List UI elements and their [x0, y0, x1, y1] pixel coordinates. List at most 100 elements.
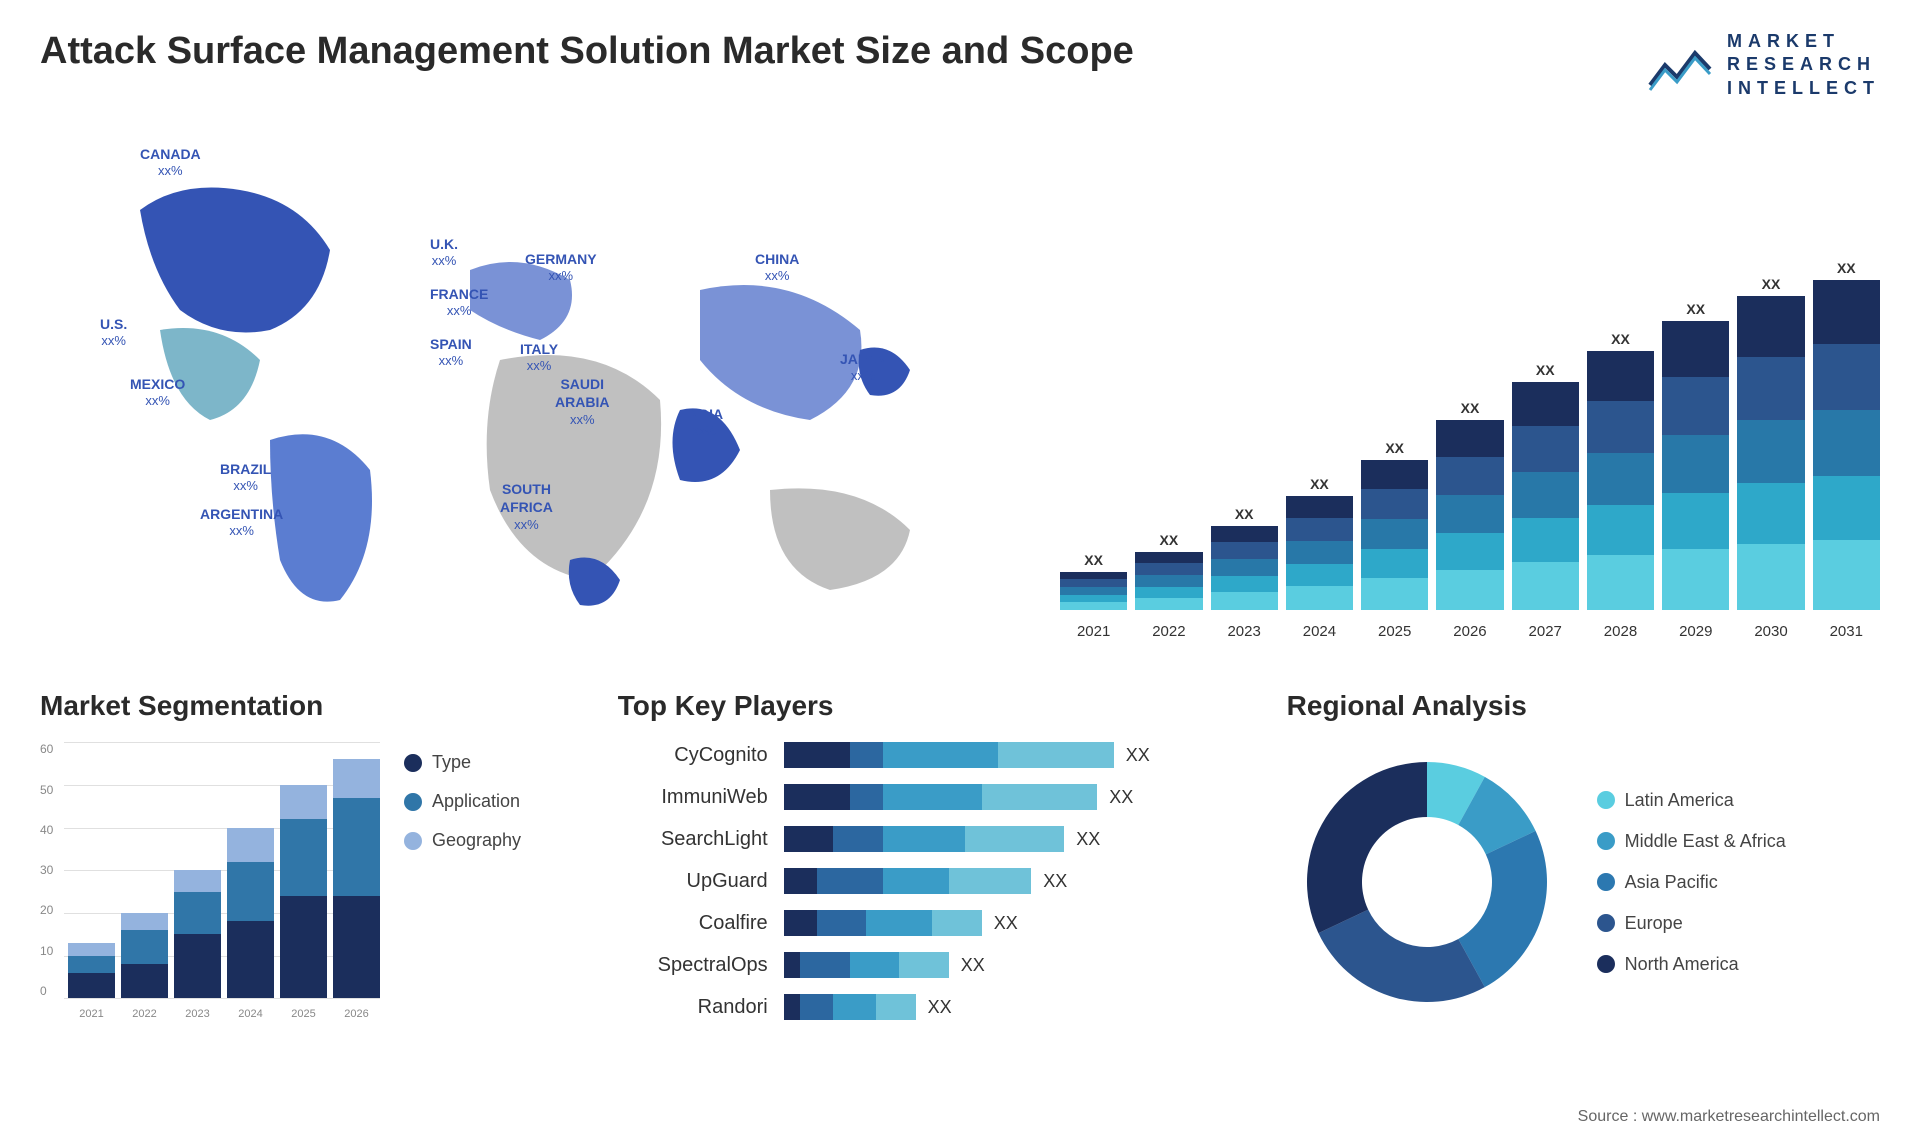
player-bar-segment: [866, 910, 932, 936]
segmentation-panel: Market Segmentation 6050403020100 202120…: [40, 690, 588, 1022]
player-bar-stack: [784, 994, 916, 1020]
growth-bar-segment: [1737, 483, 1804, 544]
region-legend-label: Latin America: [1625, 790, 1734, 811]
growth-bar-stack: [1135, 552, 1202, 610]
growth-bars: XX2021XX2022XX2023XX2024XX2025XX2026XX20…: [1060, 190, 1880, 610]
map-label: MEXICOxx%: [130, 375, 185, 410]
growth-bar-year: 2026: [1453, 623, 1486, 640]
donut-slice: [1307, 762, 1427, 933]
growth-bar-segment: [1286, 541, 1353, 564]
seg-bar-column: 2021: [68, 943, 115, 998]
growth-bar-segment: [1662, 377, 1729, 435]
seg-bar-segment: [68, 973, 115, 999]
seg-bar-segment: [333, 759, 380, 797]
growth-bar-segment: [1512, 426, 1579, 472]
growth-bar-column: XX2028: [1587, 331, 1654, 610]
seg-bar-column: 2026: [333, 759, 380, 998]
growth-bar-segment: [1060, 579, 1127, 587]
region-legend-item: Latin America: [1597, 790, 1786, 811]
growth-bar-segment: [1060, 572, 1127, 579]
seg-year-label: 2023: [185, 1008, 209, 1020]
map-label: CHINAxx%: [755, 250, 799, 285]
growth-bar-segment: [1813, 476, 1880, 540]
growth-bar-segment: [1813, 344, 1880, 410]
growth-bar-value-label: XX: [1385, 440, 1404, 456]
legend-dot-icon: [404, 754, 422, 772]
player-bar-segment: [899, 952, 949, 978]
growth-bar-segment: [1060, 595, 1127, 602]
legend-dot-icon: [404, 793, 422, 811]
players-bars: XXXXXXXXXXXXXX: [784, 742, 1257, 1020]
growth-bar-year: 2025: [1378, 623, 1411, 640]
players-panel: Top Key Players CyCognitoImmuniWebSearch…: [618, 690, 1257, 1022]
seg-bar-column: 2024: [227, 828, 274, 999]
growth-bar-stack: [1436, 420, 1503, 610]
growth-bar-segment: [1436, 495, 1503, 533]
seg-bar-segment: [333, 896, 380, 998]
region-legend-label: North America: [1625, 954, 1739, 975]
logo-line3: INTELLECT: [1727, 77, 1880, 100]
player-bar-stack: [784, 826, 1065, 852]
logo: MARKET RESEARCH INTELLECT: [1645, 30, 1880, 100]
growth-bar-segment: [1512, 562, 1579, 610]
map-label: INDIAxx%: [685, 405, 723, 440]
player-bar-segment: [850, 742, 883, 768]
growth-bar-segment: [1286, 518, 1353, 541]
player-bar-segment: [817, 868, 883, 894]
growth-bar-segment: [1436, 457, 1503, 495]
player-bar-stack: [784, 910, 982, 936]
regional-panel: Regional Analysis Latin America Middle Ea…: [1287, 690, 1880, 1022]
growth-bar-segment: [1813, 280, 1880, 344]
growth-bar-value-label: XX: [1536, 362, 1555, 378]
player-name-label: ImmuniWeb: [618, 784, 768, 810]
growth-bar-segment: [1211, 559, 1278, 576]
player-bar-row: XX: [784, 868, 1257, 894]
growth-chart: XX2021XX2022XX2023XX2024XX2025XX2026XX20…: [1060, 130, 1880, 650]
growth-bar-column: XX2030: [1737, 276, 1804, 610]
legend-dot-icon: [1597, 873, 1615, 891]
growth-bar-value-label: XX: [1084, 552, 1103, 568]
player-name-label: CyCognito: [618, 742, 768, 768]
growth-bar-segment: [1662, 549, 1729, 610]
source-footer: Source : www.marketresearchintellect.com: [1578, 1108, 1880, 1126]
growth-bar-segment: [1813, 410, 1880, 476]
growth-bar-segment: [1737, 420, 1804, 483]
donut-slice: [1318, 910, 1484, 1002]
region-legend-item: Middle East & Africa: [1597, 831, 1786, 852]
player-bar-value: XX: [1126, 745, 1150, 766]
seg-tick-label: 60: [40, 742, 53, 756]
main-content: CANADAxx%U.S.xx%MEXICOxx%BRAZILxx%ARGENT…: [40, 130, 1880, 650]
player-bar-segment: [800, 994, 833, 1020]
player-bar-segment: [784, 826, 834, 852]
growth-bar-segment: [1662, 493, 1729, 549]
growth-bar-segment: [1512, 518, 1579, 562]
page-title: Attack Surface Management Solution Marke…: [40, 30, 1134, 73]
player-bar-segment: [784, 910, 817, 936]
region-legend: Latin America Middle East & Africa Asia Pa…: [1597, 790, 1786, 975]
player-bar-segment: [982, 784, 1098, 810]
growth-bar-stack: [1512, 382, 1579, 610]
growth-bar-segment: [1361, 578, 1428, 610]
growth-bar-segment: [1286, 496, 1353, 518]
map-label: SOUTHAFRICAxx%: [500, 480, 553, 533]
growth-bar-segment: [1587, 351, 1654, 401]
regional-title: Regional Analysis: [1287, 690, 1880, 722]
player-bar-segment: [850, 952, 900, 978]
growth-bar-stack: [1361, 460, 1428, 610]
seg-legend-label: Application: [432, 791, 520, 812]
growth-bar-segment: [1436, 570, 1503, 610]
growth-bar-segment: [1361, 519, 1428, 549]
growth-bar-segment: [1737, 296, 1804, 357]
legend-dot-icon: [404, 832, 422, 850]
player-name-label: Coalfire: [618, 910, 768, 936]
seg-bar-segment: [227, 828, 274, 862]
seg-bar-segment: [333, 798, 380, 896]
growth-bar-segment: [1135, 552, 1202, 563]
segmentation-chart: 6050403020100 202120222023202420252026 T…: [40, 742, 588, 1022]
player-bar-value: XX: [928, 997, 952, 1018]
player-bar-row: XX: [784, 952, 1257, 978]
player-bar-segment: [965, 826, 1064, 852]
seg-bar-segment: [174, 870, 221, 891]
seg-legend-label: Geography: [432, 830, 521, 851]
region-legend-item: Asia Pacific: [1597, 872, 1786, 893]
